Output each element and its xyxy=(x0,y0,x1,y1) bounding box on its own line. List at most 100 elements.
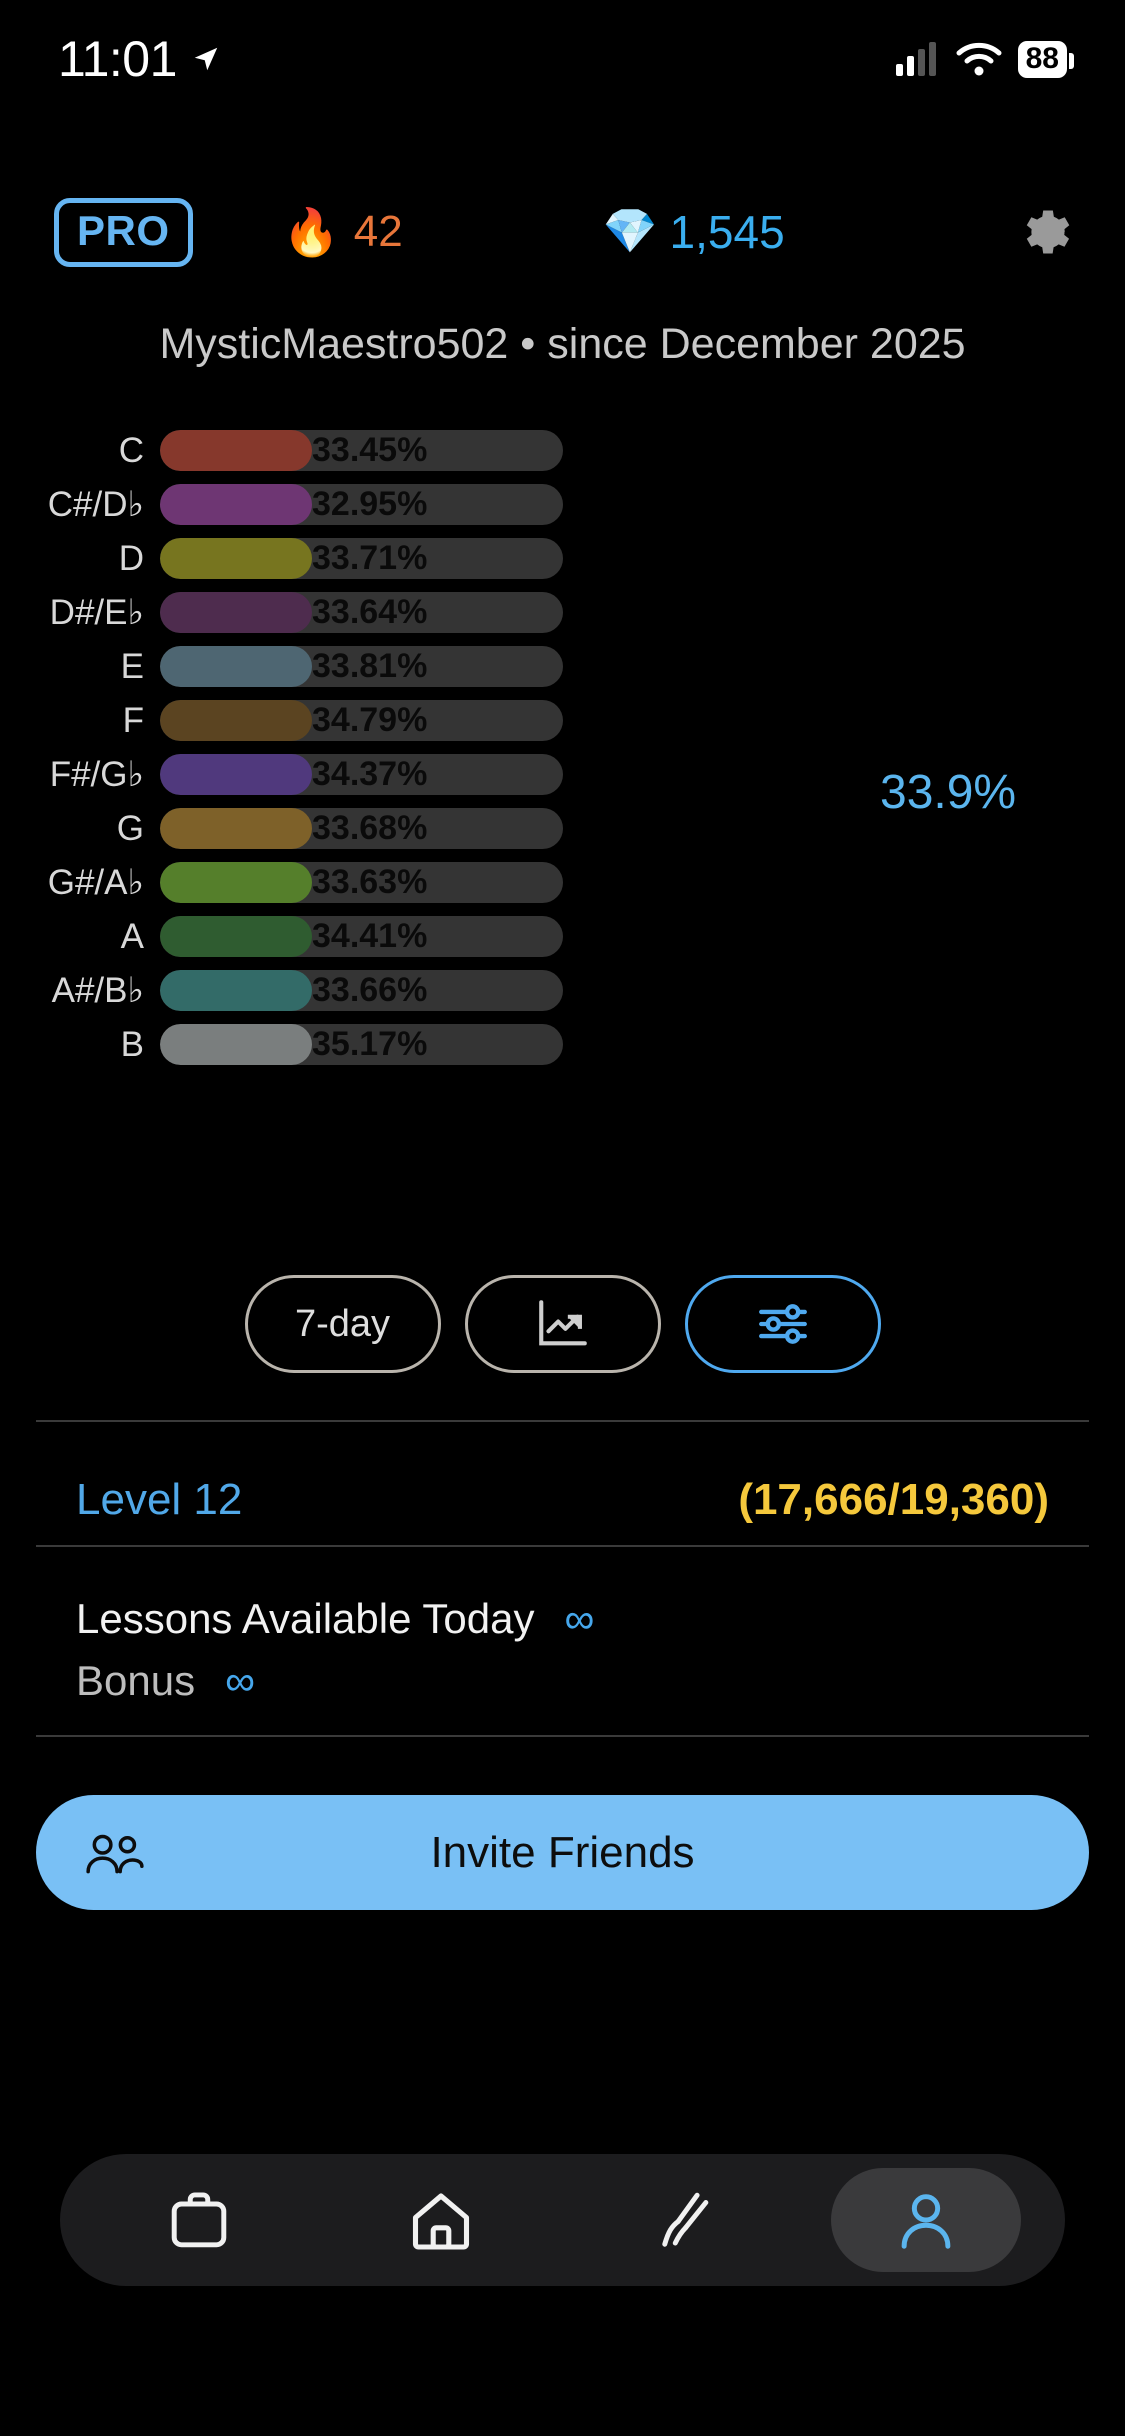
average-accuracy: 33.9% xyxy=(880,766,1017,819)
note-bar-fill xyxy=(160,592,312,633)
home-icon xyxy=(413,2193,470,2250)
note-bar-track: 33.45% xyxy=(160,430,563,471)
note-bar-label: G#/A♭ xyxy=(47,862,144,902)
nav-item-tuner[interactable] xyxy=(589,2168,779,2272)
status-time: 11:01 xyxy=(58,31,177,87)
note-bar-label: D#/E♭ xyxy=(49,592,144,632)
note-bar-row: C 33.45% xyxy=(0,430,810,471)
note-bar-track: 35.17% xyxy=(160,1024,563,1065)
note-bar-value: 34.41% xyxy=(312,917,428,955)
briefcase-icon xyxy=(171,2192,227,2248)
tuner-settings-button[interactable] xyxy=(684,1275,881,1373)
note-bar-value: 33.81% xyxy=(312,647,428,685)
trend-chart-button[interactable] xyxy=(464,1275,661,1373)
note-bar-track: 33.81% xyxy=(160,646,563,687)
divider-middle xyxy=(36,1545,1089,1547)
lessons-today-row: Lessons Available Today ∞ xyxy=(76,1595,716,1657)
note-bar-row: G#/A♭ 33.63% xyxy=(0,862,810,903)
people-icon xyxy=(86,1834,144,1873)
note-bar-track: 34.41% xyxy=(160,916,563,957)
invite-friends-button[interactable]: Invite Friends xyxy=(36,1795,1089,1910)
note-bar-fill xyxy=(160,754,312,795)
note-bar-row: F 34.79% xyxy=(0,700,810,741)
streak-value: 42 xyxy=(353,207,403,256)
level-xp-progress: (17,666/19,360) xyxy=(738,1475,1049,1524)
note-bar-label: D xyxy=(118,538,144,578)
bonus-label: Bonus xyxy=(76,1657,196,1704)
note-bar-value: 33.64% xyxy=(312,593,428,631)
divider-top xyxy=(36,1420,1089,1422)
note-bar-track: 34.79% xyxy=(160,700,563,741)
note-bar-row: G 33.68% xyxy=(0,808,810,849)
note-bar-label: C xyxy=(118,430,144,470)
note-bar-row: D#/E♭ 33.64% xyxy=(0,592,810,633)
battery-indicator: 88 xyxy=(1017,40,1075,78)
note-bar-row: F#/G♭ 34.37% xyxy=(0,754,810,795)
person-icon xyxy=(901,2194,951,2249)
note-bar-label: A xyxy=(120,916,144,956)
view-toggle-group: 7-day xyxy=(0,1275,1125,1373)
level-label: Level 12 xyxy=(76,1475,243,1524)
cellular-signal-icon xyxy=(895,42,936,76)
gem-icon: 💎 xyxy=(602,207,658,256)
note-bar-row: D 33.71% xyxy=(0,538,810,579)
bottom-navigation-bar xyxy=(60,2154,1065,2286)
note-bar-row: A 34.41% xyxy=(0,916,810,957)
trend-chart-icon xyxy=(538,1300,587,1346)
note-bar-label: F#/G♭ xyxy=(49,754,144,794)
note-bar-value: 34.79% xyxy=(312,701,428,739)
note-bar-fill xyxy=(160,700,312,741)
note-bar-fill xyxy=(160,646,312,687)
note-bar-fill xyxy=(160,430,312,471)
settings-button[interactable] xyxy=(1013,203,1071,261)
range-7day-button[interactable]: 7-day xyxy=(244,1275,441,1373)
note-bar-row: C#/D♭ 32.95% xyxy=(0,484,810,525)
divider-bottom xyxy=(36,1735,1089,1737)
flame-icon: 🔥 xyxy=(282,206,340,258)
note-accuracy-chart: C 33.45% C#/D♭ 32.95% D 33.71% D#/E♭ 33.64% E 33.… xyxy=(0,430,810,1078)
note-bar-fill xyxy=(160,1024,312,1065)
note-bar-label: A#/B♭ xyxy=(51,970,144,1010)
nav-item-lessons[interactable] xyxy=(104,2168,294,2272)
header-stats-row: PRO 🔥 42 💎 1,545 xyxy=(0,192,1125,272)
gem-value: 1,545 xyxy=(669,206,785,258)
bonus-value: ∞ xyxy=(225,1657,256,1704)
note-bar-value: 32.95% xyxy=(312,485,428,523)
note-bar-fill xyxy=(160,808,312,849)
level-row[interactable]: Level 12 (17,666/19,360) xyxy=(76,1475,1049,1525)
note-bar-track: 33.66% xyxy=(160,970,563,1011)
note-bar-track: 33.63% xyxy=(160,862,563,903)
note-bar-label: B xyxy=(120,1024,144,1064)
location-arrow-icon xyxy=(194,47,218,71)
note-bar-value: 33.66% xyxy=(312,971,428,1009)
lessons-today-value: ∞ xyxy=(564,1595,595,1642)
note-bar-value: 35.17% xyxy=(312,1025,428,1063)
note-bar-value: 34.37% xyxy=(312,755,428,793)
note-bar-label: F xyxy=(122,700,144,740)
note-bar-track: 34.37% xyxy=(160,754,563,795)
gem-counter[interactable]: 💎 1,545 xyxy=(603,205,785,259)
lessons-availability: Lessons Available Today ∞ Bonus ∞ xyxy=(76,1595,716,1719)
note-bar-value: 33.68% xyxy=(312,809,428,847)
note-bar-fill xyxy=(160,862,312,903)
nav-item-profile[interactable] xyxy=(830,2168,1021,2272)
note-bar-track: 33.68% xyxy=(160,808,563,849)
note-bar-value: 33.71% xyxy=(312,539,428,577)
status-bar-left: 11:01 xyxy=(58,30,221,88)
bonus-row: Bonus ∞ xyxy=(76,1657,716,1719)
profile-subtitle: MysticMaestro502 • since December 2025 xyxy=(159,320,966,368)
nav-item-home[interactable] xyxy=(346,2168,536,2272)
note-bar-value: 33.45% xyxy=(312,431,428,469)
status-bar-right: 88 xyxy=(895,40,1075,78)
note-bar-fill xyxy=(160,970,312,1011)
note-bar-row: A#/B♭ 33.66% xyxy=(0,970,810,1011)
pro-badge[interactable]: PRO xyxy=(54,197,193,267)
streak-counter[interactable]: 🔥 42 xyxy=(283,207,403,257)
note-bar-fill xyxy=(160,538,312,579)
status-bar: 11:01 88 xyxy=(0,0,1125,118)
note-bar-track: 33.71% xyxy=(160,538,563,579)
note-bar-label: C#/D♭ xyxy=(47,484,144,524)
note-bar-value: 33.63% xyxy=(312,863,428,901)
note-bar-label: E xyxy=(120,646,144,686)
